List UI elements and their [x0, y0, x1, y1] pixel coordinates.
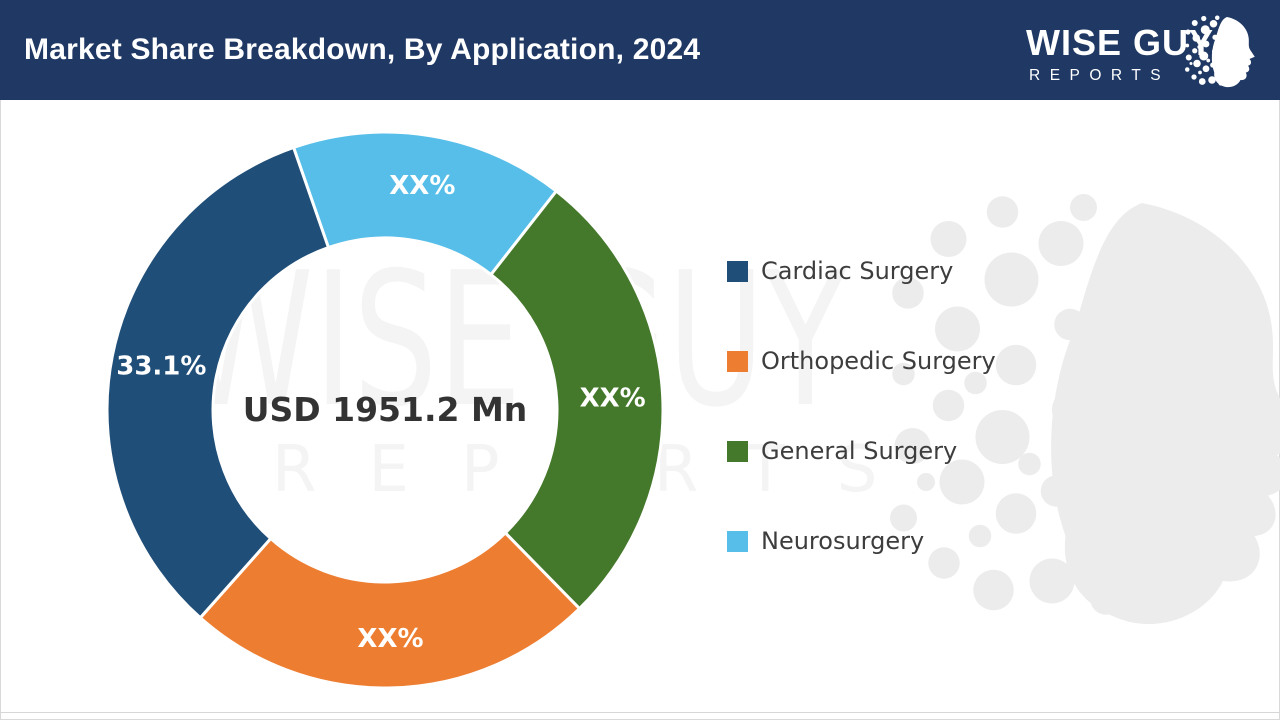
segment-share-label: XX%	[389, 171, 455, 201]
legend-item-cardiac-surgery[interactable]: Cardiac Surgery	[727, 257, 953, 285]
chart-center-value: USD 1951.2 Mn	[242, 390, 528, 429]
legend-item-neurosurgery[interactable]: Neurosurgery	[727, 527, 924, 555]
header-bar: Market Share Breakdown, By Application, …	[0, 0, 1280, 100]
legend-label: General Surgery	[761, 437, 958, 465]
logo-subtitle: REPORTS	[1029, 67, 1170, 84]
bottom-rule	[0, 712, 1280, 713]
page-title: Market Share Breakdown, By Application, …	[24, 33, 701, 66]
legend-swatch	[727, 260, 748, 282]
wiseguy-logo: WISE GUY REPORTS	[1026, 10, 1266, 90]
legend-item-orthopedic-surgery[interactable]: Orthopedic Surgery	[727, 347, 996, 375]
legend-swatch	[727, 440, 748, 462]
donut-segment-general-surgery[interactable]	[489, 189, 665, 611]
legend-item-general-surgery[interactable]: General Surgery	[727, 437, 957, 465]
legend-swatch	[727, 350, 748, 372]
logo-wordmark: WISE GUY	[1026, 22, 1214, 63]
segment-share-label: XX%	[357, 624, 423, 654]
donut-segment-orthopedic-surgery[interactable]	[198, 531, 582, 690]
legend-swatch	[727, 530, 748, 552]
legend-label: Cardiac Surgery	[761, 257, 954, 285]
segment-share-label: 33.1%	[116, 352, 206, 382]
donut-segment-cardiac-surgery[interactable]	[105, 145, 330, 620]
segment-share-label: XX%	[580, 383, 646, 413]
donut-chart: XX% XX% XX% 33.1%	[105, 130, 665, 690]
watermark-dot-face-icon	[872, 185, 1280, 645]
legend-label: Neurosurgery	[761, 527, 925, 555]
legend-label: Orthopedic Surgery	[761, 347, 996, 375]
